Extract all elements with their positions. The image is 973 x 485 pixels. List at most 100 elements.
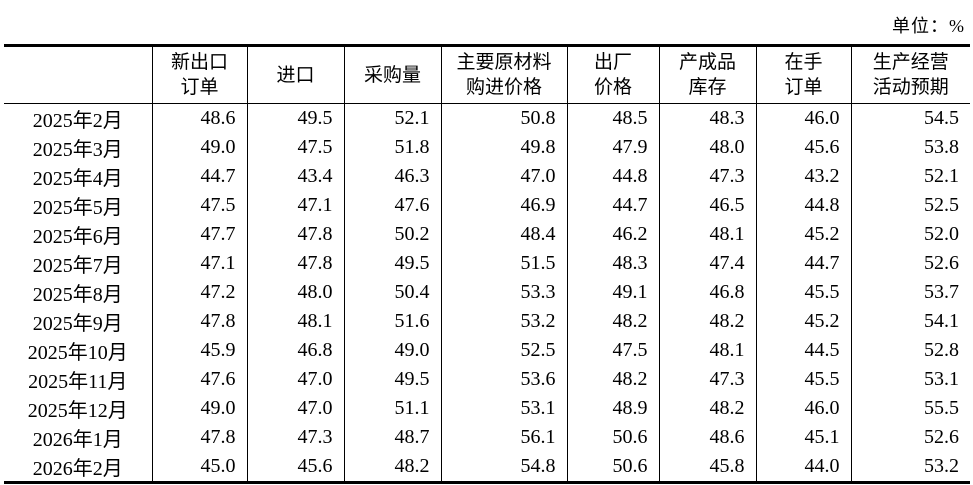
value-cell-main-raw-material-prices: 53.6 <box>440 365 567 394</box>
table-header: 新出口订单 进口 采购量 主要原材料 购进价格 出厂 价格 产成品库存 在手 订单 生产经营 活动预期 <box>4 45 970 104</box>
value-cell-finished-goods-inventory: 48.1 <box>658 336 756 365</box>
column-header-main-raw-material-prices: 主要原材料 购进价格 <box>440 45 567 104</box>
value-cell-imports: 46.8 <box>246 336 344 365</box>
row-label: 2025年6月 <box>32 226 123 248</box>
table-row: 2025年6月 47.7 47.8 50.2 48.4 46.2 48.1 45.2 52.0 <box>4 220 970 249</box>
column-header-line: 采购量 <box>363 64 421 86</box>
value-cell-new-export-orders: 47.2 <box>151 278 247 307</box>
column-header-line: 产成品 <box>678 52 736 73</box>
value-cell-business-expectations: 55.5 <box>850 394 970 423</box>
value-cell-purchasing-volume: 50.2 <box>343 220 441 249</box>
column-header-line: 出厂 <box>593 52 632 73</box>
value-cell-orders-on-hand: 44.0 <box>755 452 851 483</box>
value-cell-purchasing-volume: 51.1 <box>343 394 441 423</box>
value-cell-main-raw-material-prices: 56.1 <box>440 423 567 452</box>
column-header-orders-on-hand: 在手 订单 <box>755 45 851 104</box>
column-header-imports: 进口 <box>246 45 344 104</box>
column-header-line: 进口 <box>276 64 315 86</box>
value-cell-new-export-orders: 47.6 <box>151 365 247 394</box>
value-cell-purchasing-volume: 49.0 <box>343 336 441 365</box>
row-label: 2025年2月 <box>32 110 123 132</box>
row-label: 2025年9月 <box>32 313 123 335</box>
value-cell-purchasing-volume: 49.5 <box>343 249 441 278</box>
value-cell-main-raw-material-prices: 54.8 <box>440 452 567 483</box>
row-label: 2025年8月 <box>32 284 123 306</box>
row-label: 2025年3月 <box>32 139 123 161</box>
table-row: 2025年3月 49.0 47.5 51.8 49.8 47.9 48.0 45.6 53.8 <box>4 133 970 162</box>
value-cell-new-export-orders: 49.0 <box>151 133 247 162</box>
value-cell-imports: 49.5 <box>246 103 344 133</box>
value-cell-business-expectations: 52.6 <box>850 423 970 452</box>
table-row: 2025年2月 48.6 49.5 52.1 50.8 48.5 48.3 46.0 54.5 <box>4 103 970 133</box>
value-cell-new-export-orders: 45.9 <box>151 336 247 365</box>
value-cell-new-export-orders: 45.0 <box>151 452 247 483</box>
value-cell-new-export-orders: 47.8 <box>151 307 247 336</box>
column-header-line: 订单 <box>180 77 219 98</box>
value-cell-ex-factory-prices: 50.6 <box>566 423 659 452</box>
column-header-line: 新出口 <box>170 52 228 73</box>
value-cell-purchasing-volume: 48.7 <box>343 423 441 452</box>
value-cell-business-expectations: 52.0 <box>850 220 970 249</box>
value-cell-purchasing-volume: 47.6 <box>343 191 441 220</box>
value-cell-purchasing-volume: 51.6 <box>343 307 441 336</box>
value-cell-new-export-orders: 47.5 <box>151 191 247 220</box>
value-cell-imports: 47.5 <box>246 133 344 162</box>
column-header-purchasing-volume: 采购量 <box>343 45 441 104</box>
value-cell-finished-goods-inventory: 47.3 <box>658 365 756 394</box>
column-header-business-expectations: 生产经营 活动预期 <box>850 45 970 104</box>
value-cell-imports: 48.0 <box>246 278 344 307</box>
value-cell-new-export-orders: 44.7 <box>151 162 247 191</box>
row-label: 2026年1月 <box>32 429 123 451</box>
value-cell-new-export-orders: 49.0 <box>151 394 247 423</box>
value-cell-finished-goods-inventory: 48.6 <box>658 423 756 452</box>
value-cell-ex-factory-prices: 48.3 <box>566 249 659 278</box>
value-cell-finished-goods-inventory: 48.0 <box>658 133 756 162</box>
value-cell-business-expectations: 52.8 <box>850 336 970 365</box>
value-cell-main-raw-material-prices: 52.5 <box>440 336 567 365</box>
value-cell-business-expectations: 52.6 <box>850 249 970 278</box>
value-cell-finished-goods-inventory: 45.8 <box>658 452 756 483</box>
column-header-line: 生产经营 <box>872 52 949 73</box>
value-cell-main-raw-material-prices: 49.8 <box>440 133 567 162</box>
value-cell-main-raw-material-prices: 48.4 <box>440 220 567 249</box>
value-cell-business-expectations: 53.7 <box>850 278 970 307</box>
value-cell-ex-factory-prices: 50.6 <box>566 452 659 483</box>
value-cell-business-expectations: 52.1 <box>850 162 970 191</box>
value-cell-finished-goods-inventory: 48.3 <box>658 103 756 133</box>
unit-label: 单位：% <box>892 16 965 36</box>
value-cell-finished-goods-inventory: 47.3 <box>658 162 756 191</box>
value-cell-purchasing-volume: 52.1 <box>343 103 441 133</box>
column-header-line: 主要原材料 <box>456 52 552 73</box>
value-cell-finished-goods-inventory: 48.1 <box>658 220 756 249</box>
value-cell-new-export-orders: 47.8 <box>151 423 247 452</box>
value-cell-ex-factory-prices: 48.5 <box>566 103 659 133</box>
value-cell-ex-factory-prices: 48.2 <box>566 307 659 336</box>
row-label: 2025年5月 <box>32 197 123 219</box>
column-header-ex-factory-prices: 出厂 价格 <box>566 45 659 104</box>
column-header-line: 库存 <box>688 77 727 98</box>
value-cell-imports: 47.8 <box>246 220 344 249</box>
value-cell-finished-goods-inventory: 46.5 <box>658 191 756 220</box>
value-cell-ex-factory-prices: 47.9 <box>566 133 659 162</box>
value-cell-ex-factory-prices: 48.2 <box>566 365 659 394</box>
value-cell-main-raw-material-prices: 51.5 <box>440 249 567 278</box>
table-row: 2025年5月 47.5 47.1 47.6 46.9 44.7 46.5 44.8 52.5 <box>4 191 970 220</box>
value-cell-imports: 48.1 <box>246 307 344 336</box>
value-cell-finished-goods-inventory: 46.8 <box>658 278 756 307</box>
value-cell-main-raw-material-prices: 47.0 <box>440 162 567 191</box>
header-row: 新出口订单 进口 采购量 主要原材料 购进价格 出厂 价格 产成品库存 在手 订单 生产经营 活动预期 <box>4 45 970 104</box>
value-cell-imports: 47.0 <box>246 365 344 394</box>
value-cell-orders-on-hand: 45.6 <box>755 133 851 162</box>
value-cell-business-expectations: 54.1 <box>850 307 970 336</box>
value-cell-purchasing-volume: 51.8 <box>343 133 441 162</box>
value-cell-orders-on-hand: 45.5 <box>755 365 851 394</box>
value-cell-orders-on-hand: 44.7 <box>755 249 851 278</box>
table-row: 2025年12月 49.0 47.0 51.1 53.1 48.9 48.2 46.0 55.5 <box>4 394 970 423</box>
column-header-line: 订单 <box>784 77 823 98</box>
value-cell-main-raw-material-prices: 53.2 <box>440 307 567 336</box>
value-cell-orders-on-hand: 45.5 <box>755 278 851 307</box>
value-cell-business-expectations: 53.1 <box>850 365 970 394</box>
value-cell-orders-on-hand: 45.1 <box>755 423 851 452</box>
value-cell-business-expectations: 53.2 <box>850 452 970 483</box>
